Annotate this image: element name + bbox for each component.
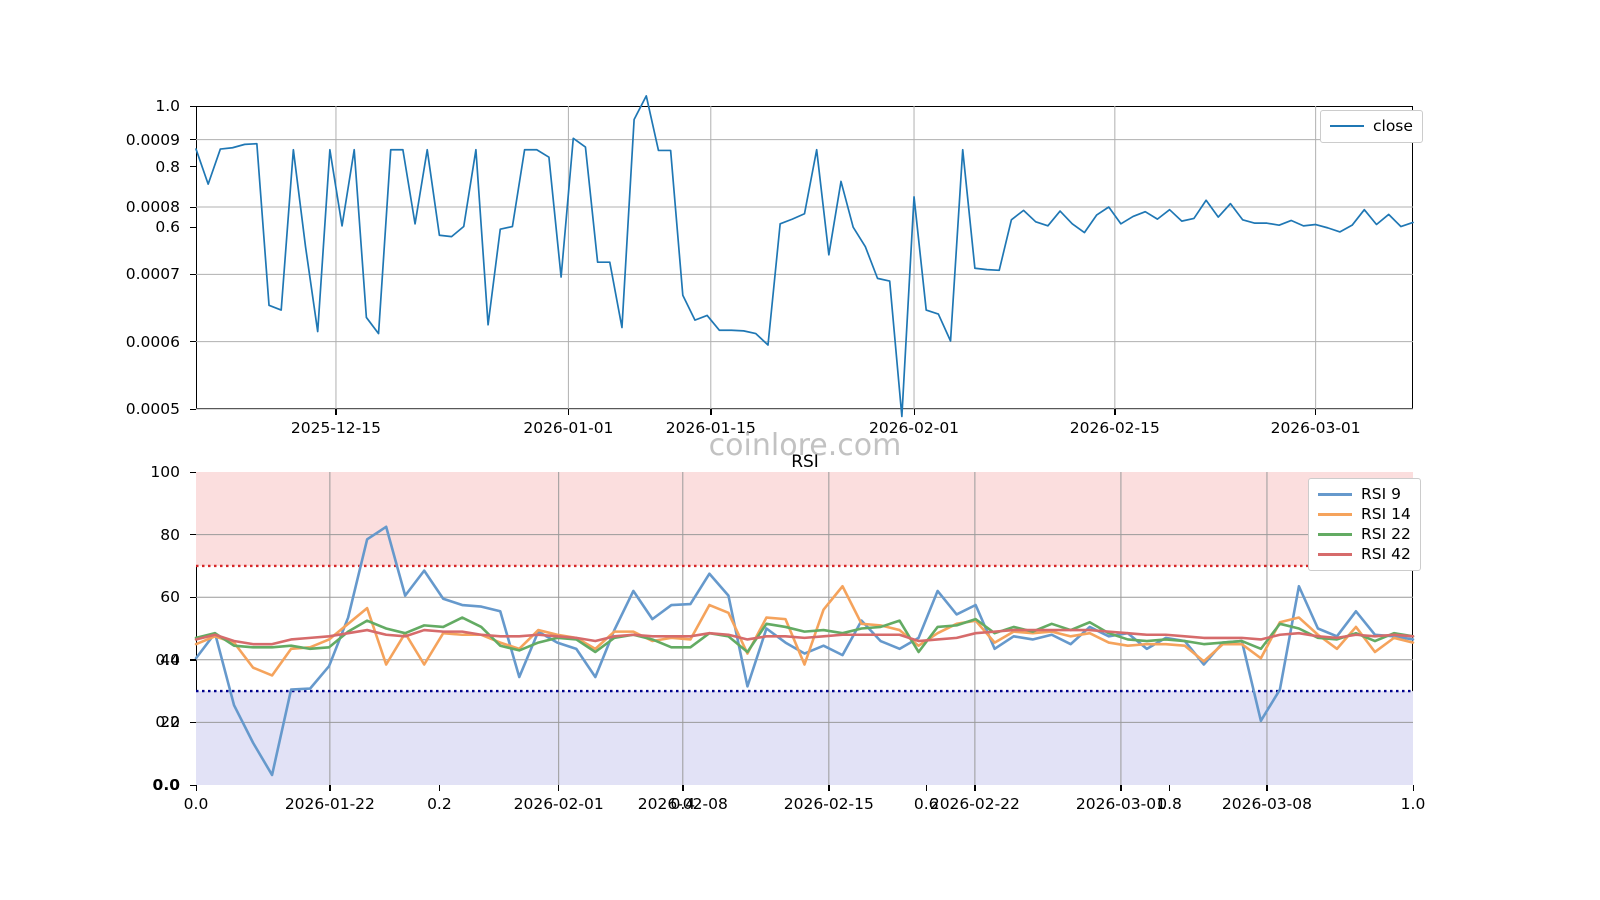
watermark-coinlore: coinlore.com [708, 428, 902, 463]
legend-color-swatch [1330, 125, 1364, 127]
price-x-tick: 2026-03-01 [1270, 419, 1361, 437]
rsi-y-tick-mark [190, 534, 196, 536]
price-x-tick-mark [710, 409, 712, 415]
rsi-legend-label: RSI 42 [1361, 545, 1411, 563]
price-x-tick-mark [913, 409, 915, 415]
rsi-y-tick-overlay-mark [190, 659, 196, 661]
rsi-legend-item[interactable]: RSI 9 [1318, 484, 1411, 504]
rsi-y-tick: 0 [170, 776, 180, 794]
rsi-x-tick: 2026-03-08 [1221, 795, 1312, 813]
rsi-x-tick-mark [974, 785, 976, 791]
rsi-x-tick: 2026-03-01 [1075, 795, 1166, 813]
legend-color-swatch [1318, 552, 1352, 556]
price-y-tick: 0.0006 [125, 332, 180, 351]
rsi-legend-item[interactable]: RSI 22 [1318, 524, 1411, 544]
rsi-y-tick-overlay-mark [190, 721, 196, 724]
rsi-y-tick-mark [190, 596, 196, 598]
price-x-tick: 2026-02-15 [1069, 419, 1160, 437]
price-x-tick-mark [1114, 409, 1116, 415]
rsi-y-tick: 80 [160, 525, 180, 544]
rsi-panel-title: RSI [791, 452, 819, 472]
price-y-tick-mark [190, 408, 196, 410]
rsi-x-tick-mark [329, 785, 331, 791]
price-x-tick-mark [1315, 409, 1317, 415]
rsi-x-tick: 2026-02-08 [637, 795, 728, 813]
rsi-y-tick: 100 [150, 463, 180, 481]
legend-color-swatch [1318, 532, 1352, 536]
rsi-legend[interactable]: RSI 9 RSI 14 RSI 22 RSI 42 [1308, 478, 1421, 571]
price-legend[interactable]: close [1320, 110, 1423, 143]
rsi-x-tick-overlay-mark [1169, 785, 1171, 791]
rsi-y-tick: 60 [160, 588, 180, 607]
price-y-tick-mark [190, 139, 196, 141]
price-x-tick-mark [567, 409, 570, 415]
price-x-tick-mark [335, 409, 337, 415]
rsi-x-tick-overlay: 0.4 [670, 795, 696, 813]
rsi-legend-item[interactable]: RSI 42 [1318, 544, 1411, 564]
price-y-tick-overlay: 0.6 [155, 218, 180, 237]
rsi-y-tick-overlay: 0.4 [155, 650, 180, 669]
price-legend-item[interactable]: close [1330, 116, 1413, 136]
rsi-y-tick-overlay-mark [190, 784, 196, 786]
rsi-x-tick-mark [828, 785, 830, 791]
rsi-x-tick-overlay-mark [682, 785, 684, 791]
rsi-y-tick: 20 [160, 713, 180, 732]
price-x-tick: 2026-01-01 [523, 419, 614, 437]
rsi-x-tick: 2026-02-01 [513, 795, 604, 813]
price-y-tick-mark [190, 206, 196, 208]
price-y-tick-overlay-mark [190, 166, 196, 168]
rsi-y-tick-mark [190, 471, 196, 473]
rsi-legend-label: RSI 22 [1361, 525, 1411, 543]
rsi-x-tick-mark [1120, 785, 1122, 791]
price-x-tick: 2026-01-15 [665, 419, 756, 437]
price-y-tick: 0.0008 [125, 198, 180, 216]
price-y-tick: 0.0005 [125, 400, 180, 418]
price-chart-panel: 0.0009 0.0008 0.0007 0.0006 0.0005 1.0 0.8 0.6… [125, 95, 1423, 437]
rsi-x-tick-overlay: 0.0 [183, 795, 209, 813]
price-y-tick-overlay-mark [190, 226, 196, 228]
rsi-legend-label: RSI 14 [1361, 505, 1411, 523]
rsi-x-tick-overlay-mark [1412, 785, 1414, 791]
price-y-tick-overlay-mark [190, 105, 196, 107]
price-y-tick: 0.0009 [125, 130, 180, 149]
rsi-x-tick-overlay: 0.2 [427, 795, 452, 813]
price-y-tick-mark [190, 273, 196, 276]
price-y-tick-overlay: 0.8 [155, 157, 180, 176]
legend-color-swatch [1318, 512, 1352, 516]
legend-color-swatch [1318, 492, 1352, 496]
price-y-tick-mark [190, 341, 196, 343]
rsi-x-tick: 2026-02-22 [929, 795, 1020, 813]
rsi-legend-label: RSI 9 [1361, 485, 1401, 503]
rsi-x-tick-overlay-mark [925, 785, 927, 791]
price-series-canvas [195, 95, 1414, 418]
rsi-x-tick-overlay: 0.6 [913, 795, 939, 813]
rsi-y-tick-overlay: 0.0 [152, 776, 180, 794]
price-legend-label: close [1373, 117, 1413, 135]
rsi-x-tick-mark [1266, 785, 1268, 791]
rsi-y-tick-overlay: 0.2 [155, 713, 180, 732]
rsi-x-tick-mark [558, 785, 560, 791]
price-y-tick-overlay: 1.0 [155, 97, 180, 115]
price-y-tick: 0.0007 [125, 265, 180, 284]
rsi-legend-item[interactable]: RSI 14 [1318, 504, 1411, 524]
rsi-x-tick: 2026-01-22 [284, 795, 375, 813]
rsi-x-tick-overlay-mark [438, 785, 441, 791]
rsi-x-tick-overlay: 0.8 [1157, 795, 1182, 813]
rsi-x-tick: 2026-02-15 [783, 795, 874, 813]
price-x-tick: 2026-02-01 [868, 419, 960, 437]
rsi-x-tick-overlay-mark [195, 785, 197, 791]
rsi-y-tick: 40 [160, 650, 180, 669]
rsi-x-tick-overlay: 1.0 [1400, 795, 1426, 813]
price-x-tick: 2025-12-15 [290, 419, 381, 437]
